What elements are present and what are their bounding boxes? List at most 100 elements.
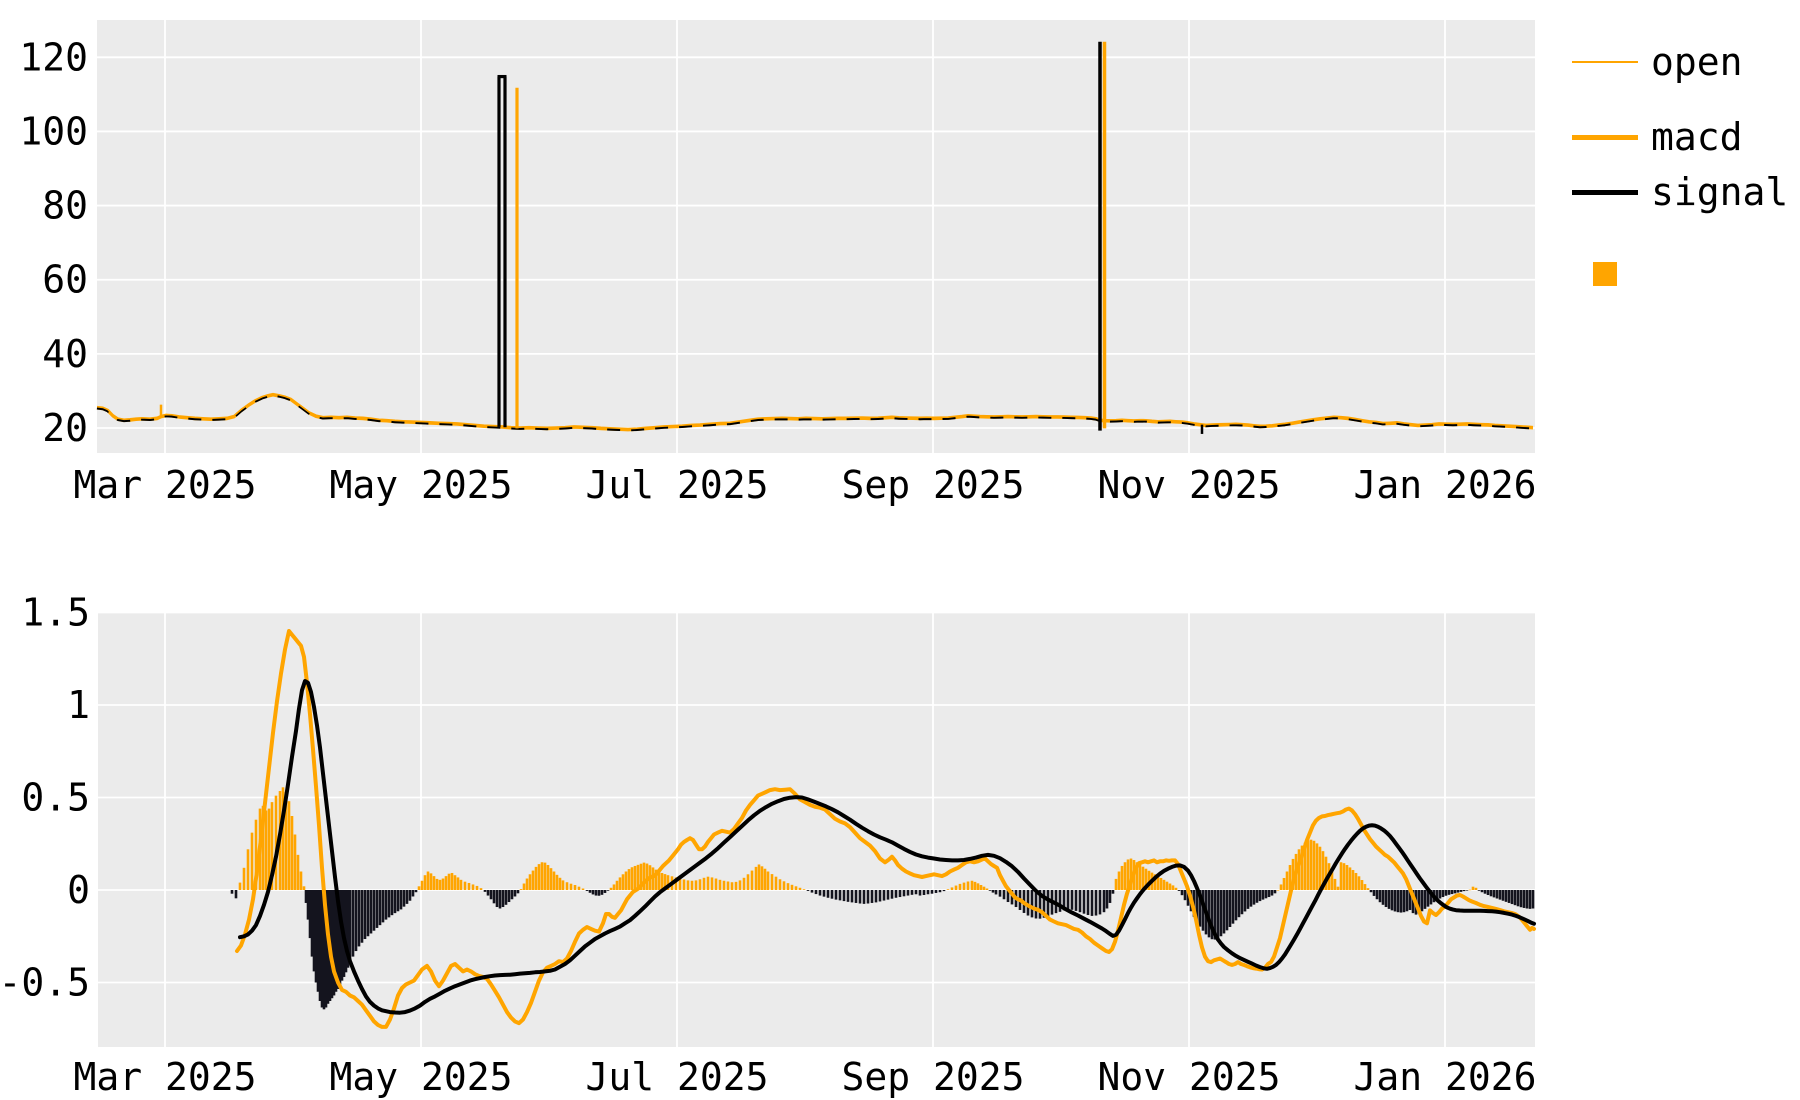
- histogram-bar-negative: [862, 890, 866, 904]
- histogram-bar-positive: [1276, 890, 1280, 891]
- histogram-bar-negative: [1417, 890, 1421, 914]
- histogram-bar-negative: [874, 890, 878, 903]
- histogram-bar-positive: [754, 866, 758, 890]
- x-tick-label: May 2025: [329, 463, 512, 507]
- histogram-bar-negative: [1435, 890, 1439, 901]
- histogram-bar-negative: [1411, 890, 1415, 914]
- histogram-bar-negative: [902, 890, 906, 897]
- histogram-bar-negative: [230, 890, 234, 894]
- y-tick-label: -0.5: [0, 961, 90, 1005]
- histogram-bar-positive: [467, 882, 471, 890]
- histogram-bar-negative: [510, 890, 514, 900]
- histogram-bar-positive: [302, 886, 306, 890]
- histogram-bar-positive: [760, 866, 764, 890]
- histogram-bar-positive: [766, 871, 770, 890]
- histogram-bar-positive: [264, 810, 268, 890]
- histogram-bar-positive: [742, 877, 746, 890]
- histogram-bar-positive: [690, 880, 694, 890]
- histogram-bar-positive: [618, 877, 622, 890]
- histogram-bar-positive: [746, 874, 750, 890]
- histogram-bar-positive: [540, 862, 544, 890]
- histogram-bar-positive: [453, 875, 457, 890]
- histogram-bar-positive: [778, 879, 782, 890]
- histogram-bar-positive: [479, 888, 483, 890]
- histogram-bar-negative: [822, 890, 826, 897]
- histogram-bar-positive: [1345, 865, 1349, 890]
- histogram-bar-negative: [1381, 890, 1385, 905]
- histogram-bar-negative: [381, 890, 385, 923]
- histogram-bar-negative: [898, 890, 902, 898]
- histogram-bar-positive: [710, 877, 714, 890]
- histogram-bar-positive: [1138, 864, 1142, 890]
- histogram-bar-positive: [1126, 859, 1130, 890]
- histogram-bar-positive: [639, 863, 643, 890]
- histogram-bar-positive: [1306, 840, 1310, 890]
- histogram-bar-negative: [838, 890, 842, 901]
- histogram-bar-positive: [1159, 877, 1163, 890]
- histogram-bar-negative: [1222, 890, 1226, 934]
- histogram-bar-negative: [1006, 890, 1010, 903]
- histogram-bar-positive: [958, 883, 962, 890]
- histogram-bar-positive: [970, 880, 974, 890]
- histogram-bar-negative: [1201, 890, 1205, 931]
- histogram-bar-negative: [1399, 890, 1403, 913]
- y-tick-label: 40: [42, 332, 88, 376]
- histogram-bar-negative: [334, 890, 338, 992]
- histogram-bar-negative: [1438, 890, 1442, 899]
- histogram-bar-negative: [1030, 890, 1034, 918]
- histogram-bar-positive: [645, 863, 649, 890]
- histogram-bar-negative: [1258, 890, 1262, 902]
- histogram-bar-positive: [1363, 884, 1367, 890]
- open-line-swatch: [1572, 61, 1638, 63]
- histogram-bar-positive: [686, 880, 690, 890]
- histogram-bar-negative: [1450, 890, 1454, 895]
- histogram-bar-negative: [806, 890, 810, 891]
- histogram-bar-negative: [1267, 890, 1271, 898]
- histogram-bar-negative: [882, 890, 886, 901]
- plot-background: [97, 20, 1535, 453]
- histogram-bar-negative: [378, 890, 382, 926]
- histogram-bar-positive: [714, 878, 718, 890]
- histogram-bar-negative: [1078, 890, 1082, 913]
- histogram-bar-positive: [287, 801, 291, 890]
- legend: open macd signal: [1572, 0, 1800, 320]
- histogram-bar-negative: [1090, 890, 1094, 916]
- histogram-bar-negative: [934, 890, 938, 893]
- histogram-bar-negative: [938, 890, 942, 893]
- histogram-bar-negative: [994, 890, 998, 895]
- open-price-line: [96, 392, 1534, 430]
- histogram-bar-negative: [344, 890, 348, 973]
- histogram-bar-positive: [450, 872, 454, 890]
- histogram-bar-negative: [834, 890, 838, 900]
- histogram-bar-positive: [261, 805, 265, 890]
- histogram-bar-negative: [402, 890, 406, 907]
- y-tick-label: 100: [19, 109, 88, 153]
- histogram-bar-negative: [1195, 890, 1199, 922]
- histogram-bar-positive: [722, 880, 726, 890]
- histogram-bar-negative: [1108, 890, 1112, 903]
- histogram-bar-negative: [1198, 890, 1202, 927]
- histogram-bar-negative: [1249, 890, 1253, 907]
- histogram-bar-negative: [930, 890, 934, 894]
- histogram-bar-negative: [1216, 890, 1220, 939]
- histogram-bar-positive: [730, 882, 734, 890]
- histogram-bar-positive: [577, 886, 581, 890]
- histogram-bar-negative: [1477, 890, 1481, 891]
- histogram-bar-positive: [1471, 886, 1475, 890]
- histogram-bar-negative: [1105, 890, 1109, 909]
- x-tick-label: Sep 2025: [841, 1055, 1024, 1099]
- histogram-bar-positive: [531, 870, 535, 890]
- histogram-bar-negative: [513, 890, 517, 897]
- histogram-bar-positive: [734, 881, 738, 890]
- histogram-bar-negative: [1010, 890, 1014, 905]
- histogram-bar-positive: [267, 808, 271, 890]
- histogram-bar-negative: [866, 890, 870, 904]
- histogram-bar-positive: [615, 880, 619, 890]
- histogram-bar-negative: [991, 890, 995, 893]
- histogram-bar-positive: [621, 874, 625, 890]
- histogram-bar-positive: [444, 876, 448, 890]
- histogram-bar-negative: [314, 890, 318, 983]
- histogram-bar-negative: [1210, 890, 1214, 940]
- histogram-bar-negative: [1264, 890, 1268, 899]
- y-tick-label: 80: [42, 184, 88, 228]
